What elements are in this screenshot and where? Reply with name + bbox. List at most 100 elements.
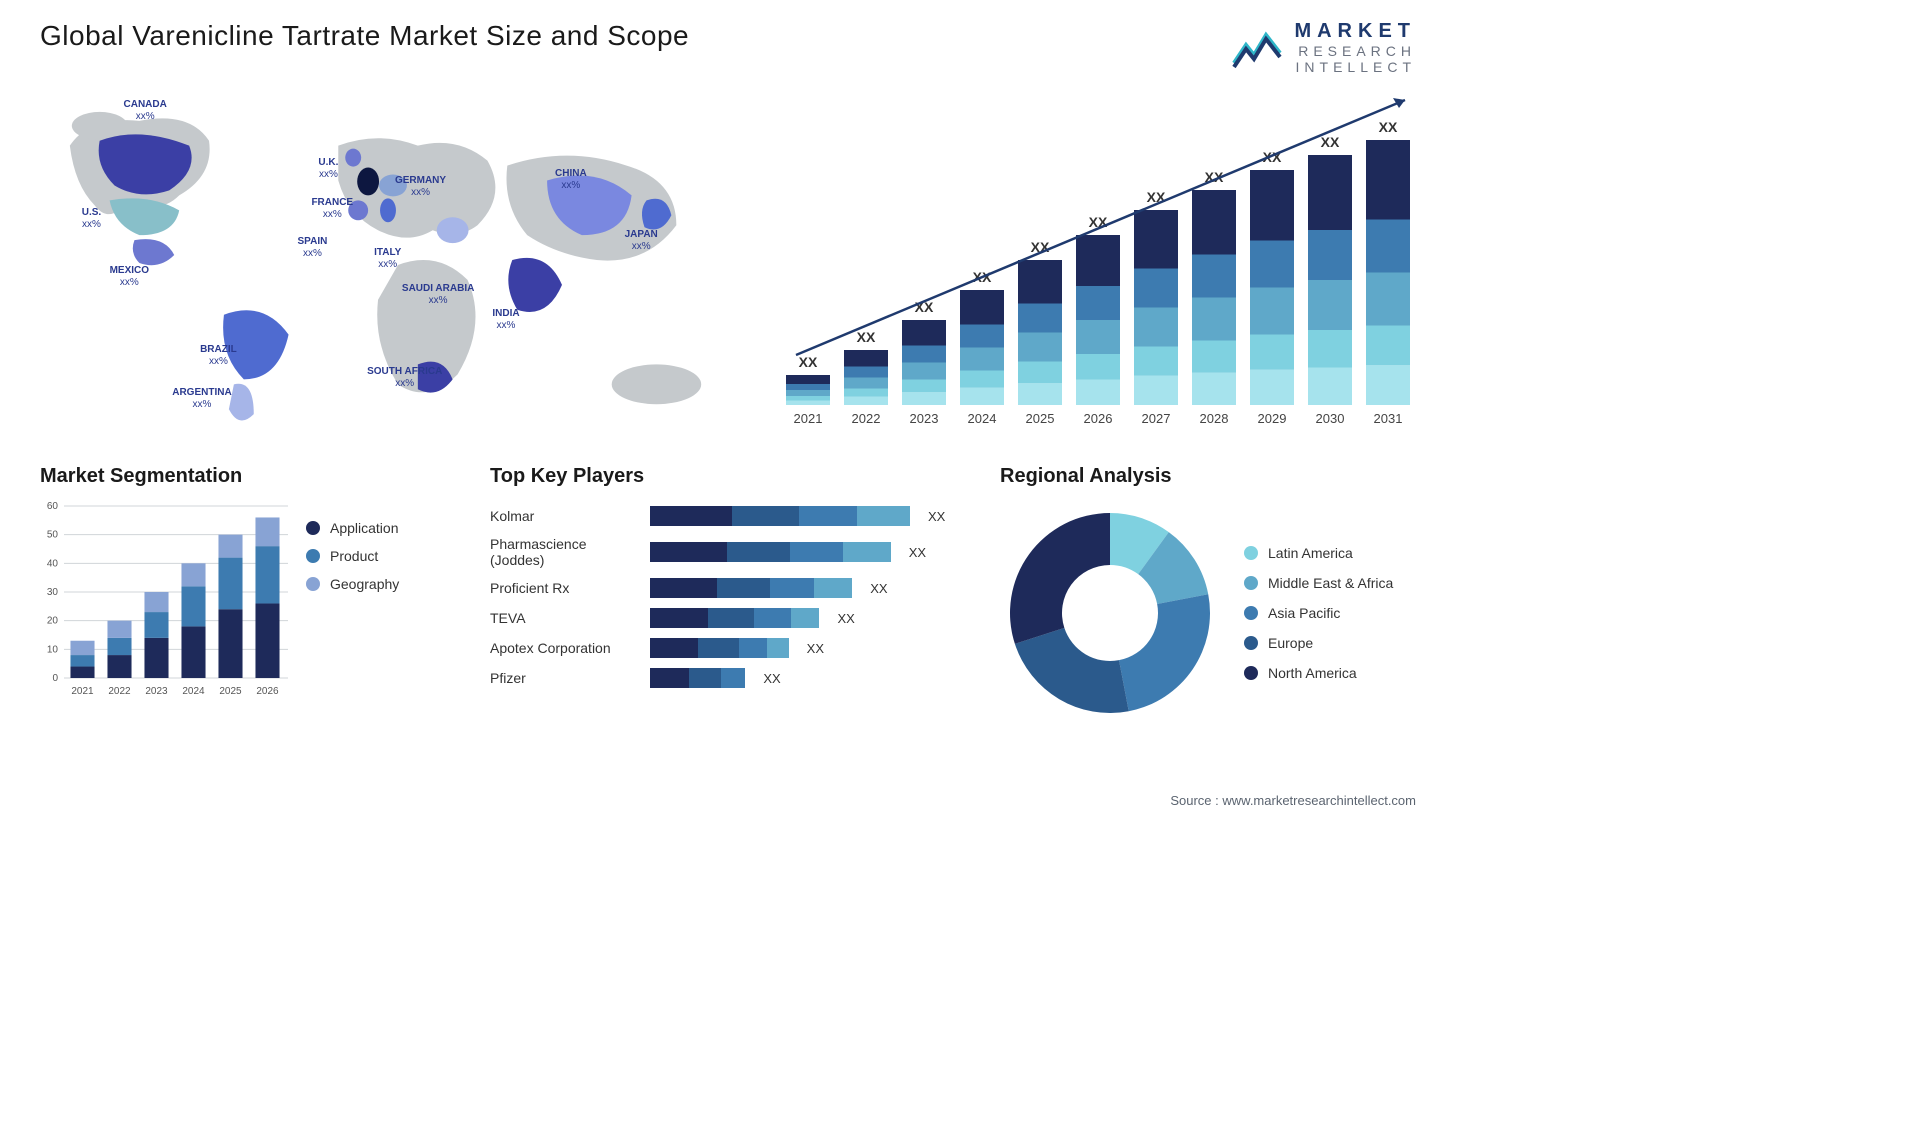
year-label: 2023 — [910, 411, 939, 426]
bar-value-label: XX — [1379, 119, 1398, 135]
main-bar-seg — [844, 389, 888, 397]
svg-text:2025: 2025 — [219, 686, 242, 697]
map-label: U.S.xx% — [82, 207, 101, 231]
map-label: JAPANxx% — [625, 229, 658, 253]
main-bar-seg — [960, 348, 1004, 371]
year-label: 2024 — [968, 411, 997, 426]
regional-block: Regional Analysis Latin AmericaMiddle Ea… — [1000, 465, 1416, 725]
svg-text:30: 30 — [47, 587, 59, 598]
main-bar-seg — [902, 363, 946, 380]
logo-line1: MARKET — [1294, 20, 1416, 43]
main-bar-seg — [902, 392, 946, 405]
main-bar-seg — [1308, 280, 1352, 330]
svg-text:2024: 2024 — [182, 686, 205, 697]
map-label: SOUTH AFRICAxx% — [367, 366, 442, 390]
map-label: SAUDI ARABIAxx% — [402, 283, 474, 307]
main-bar-seg — [1250, 241, 1294, 288]
year-label: 2026 — [1084, 411, 1113, 426]
map-label: INDIAxx% — [492, 308, 519, 332]
bar-value-label: XX — [857, 329, 876, 345]
player-value: XX — [829, 611, 854, 626]
seg-bar-seg — [107, 638, 131, 655]
regional-title: Regional Analysis — [1000, 465, 1416, 488]
seg-bar-seg — [144, 612, 168, 638]
player-value: XX — [862, 581, 887, 596]
main-bar-seg — [1076, 320, 1120, 354]
segmentation-legend: ApplicationProductGeography — [306, 500, 399, 725]
main-bar-seg — [1076, 286, 1120, 320]
seg-bar-seg — [70, 641, 94, 655]
map-label: CANADAxx% — [124, 99, 167, 123]
player-bar — [650, 578, 852, 598]
main-bar-seg — [1018, 362, 1062, 384]
seg-bar-seg — [218, 609, 242, 678]
year-label: 2021 — [794, 411, 823, 426]
map-label: MEXICOxx% — [110, 265, 149, 289]
main-bar-seg — [1308, 230, 1352, 280]
svg-text:20: 20 — [47, 616, 59, 627]
main-bar-seg — [1134, 210, 1178, 269]
players-title: Top Key Players — [490, 465, 970, 488]
segmentation-block: Market Segmentation 01020304050602021202… — [40, 465, 460, 725]
map-label: ARGENTINAxx% — [172, 387, 231, 411]
main-bar-seg — [1250, 370, 1294, 405]
main-bar-seg — [1018, 260, 1062, 304]
player-row: KolmarXX — [490, 506, 970, 526]
year-label: 2022 — [852, 411, 881, 426]
main-bar-seg — [1366, 140, 1410, 220]
main-bar-seg — [786, 390, 830, 396]
svg-text:2026: 2026 — [256, 686, 279, 697]
bar-value-label: XX — [799, 354, 818, 370]
main-bar-seg — [1076, 235, 1120, 286]
regional-legend-item: Latin America — [1244, 545, 1393, 561]
main-bar-seg — [1134, 269, 1178, 308]
main-bar-seg — [1018, 383, 1062, 405]
player-bar — [650, 542, 891, 562]
svg-text:10: 10 — [47, 644, 59, 655]
seg-legend-item: Geography — [306, 576, 399, 592]
seg-bar-seg — [255, 603, 279, 678]
players-block: Top Key Players KolmarXX Pharmascience (J… — [490, 465, 970, 725]
main-bar-seg — [1250, 335, 1294, 370]
regional-legend-item: Asia Pacific — [1244, 605, 1393, 621]
map-label: GERMANYxx% — [395, 175, 446, 199]
seg-bar-seg — [255, 546, 279, 603]
svg-text:60: 60 — [47, 501, 59, 512]
donut-slice — [1010, 513, 1110, 644]
seg-bar-seg — [144, 638, 168, 678]
main-bar-seg — [1192, 298, 1236, 341]
seg-bar-seg — [218, 558, 242, 610]
year-label: 2029 — [1258, 411, 1287, 426]
seg-bar-seg — [255, 517, 279, 546]
seg-bar-seg — [70, 655, 94, 666]
player-row: Proficient RxXX — [490, 578, 970, 598]
main-bar-seg — [1018, 304, 1062, 333]
player-name: Pfizer — [490, 670, 640, 686]
main-bar-seg — [960, 388, 1004, 405]
main-bar-seg — [1134, 376, 1178, 405]
seg-bar-seg — [181, 626, 205, 678]
player-name: Pharmascience (Joddes) — [490, 536, 640, 568]
player-name: TEVA — [490, 610, 640, 626]
main-bar-seg — [1366, 220, 1410, 273]
seg-bar-seg — [181, 586, 205, 626]
svg-text:2021: 2021 — [71, 686, 94, 697]
svg-text:0: 0 — [52, 673, 58, 684]
seg-bar-seg — [144, 592, 168, 612]
logo-line2: RESEARCH — [1294, 43, 1416, 59]
main-bar-seg — [1192, 373, 1236, 405]
player-bar — [650, 506, 910, 526]
year-label: 2027 — [1142, 411, 1171, 426]
main-bar-seg — [902, 380, 946, 393]
main-bar-seg — [844, 350, 888, 367]
seg-bar-seg — [70, 667, 94, 678]
players-rows: KolmarXXPharmascience (Joddes)XXProficie… — [490, 506, 970, 688]
regional-legend-item: North America — [1244, 665, 1393, 681]
page-title: Global Varenicline Tartrate Market Size … — [40, 20, 689, 52]
map-label: BRAZILxx% — [200, 344, 237, 368]
player-row: TEVA XX — [490, 608, 970, 628]
player-bar — [650, 668, 745, 688]
segmentation-chart: 0102030405060202120222023202420252026 — [40, 500, 290, 700]
main-bar-seg — [1018, 333, 1062, 362]
map-label: ITALYxx% — [374, 247, 401, 271]
